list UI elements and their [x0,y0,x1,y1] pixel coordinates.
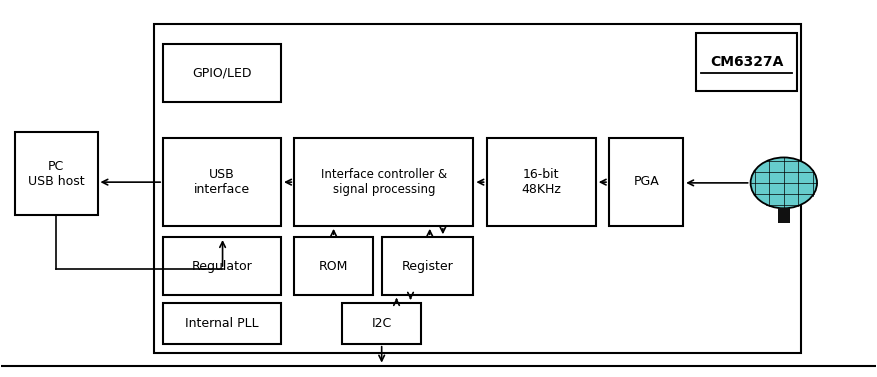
FancyBboxPatch shape [163,44,282,103]
FancyBboxPatch shape [609,138,683,226]
Text: Interface controller &
signal processing: Interface controller & signal processing [321,168,447,196]
FancyBboxPatch shape [154,24,802,353]
Text: Internal PLL: Internal PLL [185,317,259,330]
FancyBboxPatch shape [295,237,373,295]
Text: GPIO/LED: GPIO/LED [192,67,252,80]
Text: I2C: I2C [372,317,392,330]
Text: PGA: PGA [633,175,659,188]
FancyBboxPatch shape [15,132,97,215]
FancyBboxPatch shape [696,33,797,91]
Text: CM6327A: CM6327A [710,55,783,69]
FancyBboxPatch shape [342,303,421,344]
FancyBboxPatch shape [487,138,595,226]
Text: USB
interface: USB interface [194,168,250,196]
FancyBboxPatch shape [381,237,474,295]
Text: ROM: ROM [319,260,348,273]
Text: Register: Register [402,260,453,273]
Text: 16-bit
48KHz: 16-bit 48KHz [521,168,561,196]
FancyBboxPatch shape [163,138,282,226]
Ellipse shape [751,158,817,208]
FancyBboxPatch shape [778,208,790,222]
Text: PC
USB host: PC USB host [28,159,84,187]
FancyBboxPatch shape [295,138,474,226]
Text: Regulator: Regulator [192,260,253,273]
FancyBboxPatch shape [163,237,282,295]
FancyBboxPatch shape [163,303,282,344]
